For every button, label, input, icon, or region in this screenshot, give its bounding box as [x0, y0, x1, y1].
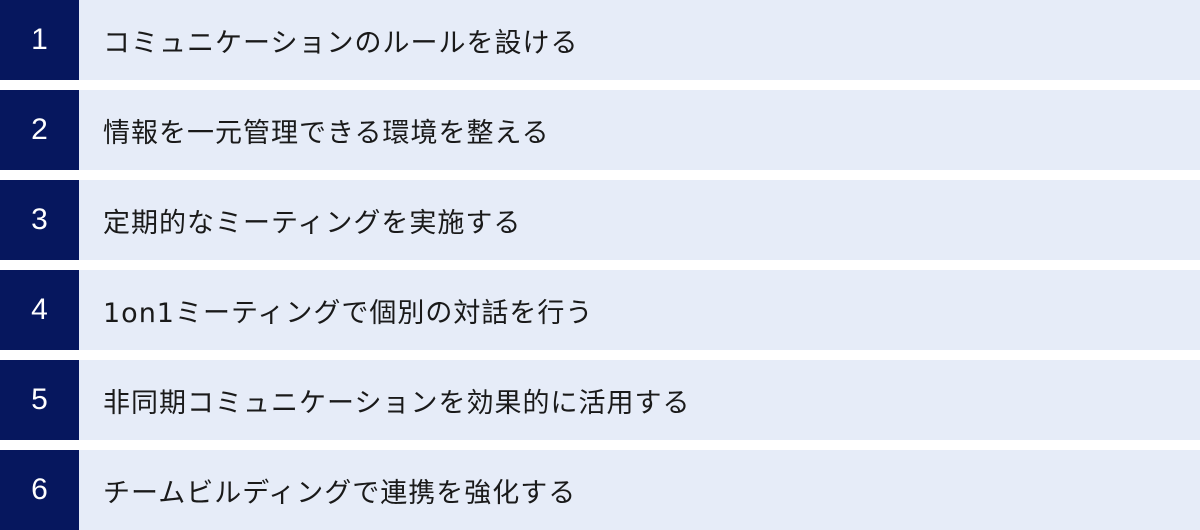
item-number: 4 — [0, 270, 79, 350]
list-item: 3 定期的なミーティングを実施する — [0, 180, 1200, 260]
item-label: コミュニケーションのルールを設ける — [103, 27, 579, 59]
item-number: 1 — [0, 0, 79, 80]
list-item: 2 情報を一元管理できる環境を整える — [0, 90, 1200, 170]
item-label: 非同期コミュニケーションを効果的に活用する — [103, 387, 691, 419]
list-item: 4 1on1ミーティングで個別の対話を行う — [0, 270, 1200, 350]
item-label: 情報を一元管理できる環境を整える — [103, 117, 550, 149]
list-item: 6 チームビルディングで連携を強化する — [0, 450, 1200, 530]
item-label: 定期的なミーティングを実施する — [103, 207, 522, 239]
item-label: 1on1ミーティングで個別の対話を行う — [103, 297, 594, 329]
list-item: 1 コミュニケーションのルールを設ける — [0, 0, 1200, 80]
list-item: 5 非同期コミュニケーションを効果的に活用する — [0, 360, 1200, 440]
item-label: チームビルディングで連携を強化する — [103, 477, 577, 509]
item-number: 3 — [0, 180, 79, 260]
item-number: 6 — [0, 450, 79, 530]
item-number: 2 — [0, 90, 79, 170]
item-number: 5 — [0, 360, 79, 440]
